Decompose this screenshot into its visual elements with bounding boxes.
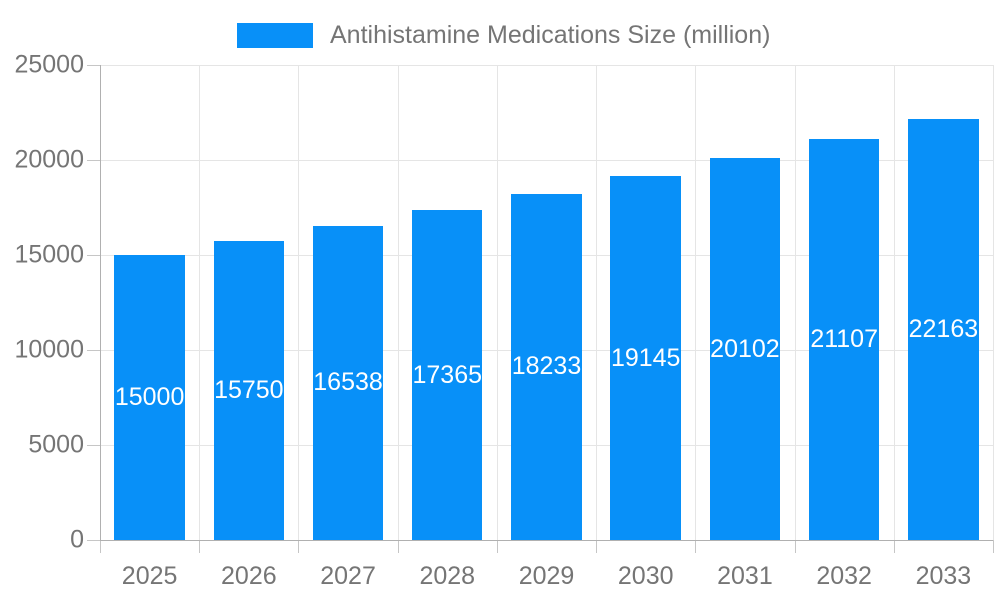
legend-swatch-icon (237, 23, 313, 48)
y-axis-label: 25000 (14, 50, 84, 79)
v-gridline (893, 65, 895, 540)
bar-value-label: 22163 (908, 314, 979, 343)
y-axis-tick (87, 160, 100, 161)
y-axis-tick (87, 65, 100, 66)
y-axis-tick (87, 540, 100, 541)
x-axis-label: 2026 (221, 562, 277, 590)
y-axis-label: 10000 (14, 335, 84, 364)
v-gridline (794, 65, 796, 540)
y-axis-tick (87, 350, 100, 351)
y-axis-label: 20000 (14, 145, 84, 174)
bar[interactable]: 15750 (213, 240, 285, 540)
v-gridline (298, 65, 300, 540)
y-axis-label: 0 (70, 525, 84, 554)
x-axis-tick (496, 540, 498, 553)
y-axis-label: 5000 (28, 430, 84, 459)
bar[interactable]: 16538 (312, 225, 384, 540)
x-axis-tick (199, 540, 201, 553)
x-axis-label: 2025 (121, 562, 178, 590)
bar-value-label: 17365 (412, 360, 483, 389)
bar[interactable]: 19145 (610, 176, 681, 540)
y-axis-label: 15000 (14, 240, 84, 269)
h-gridline (100, 160, 993, 161)
bar[interactable]: 17365 (412, 210, 483, 540)
bar[interactable]: 20102 (709, 158, 781, 540)
x-axis-line (100, 540, 993, 541)
v-gridline (993, 65, 994, 540)
h-gridline (100, 65, 993, 66)
x-axis-tick (794, 540, 796, 553)
bar[interactable]: 18233 (511, 193, 582, 540)
x-axis-label: 2033 (915, 562, 972, 590)
x-axis-tick (695, 540, 697, 553)
v-gridline (695, 65, 697, 540)
bar-value-label: 15000 (114, 383, 185, 411)
legend[interactable]: Antihistamine Medications Size (million) (237, 21, 770, 50)
x-axis-tick (100, 540, 101, 553)
x-axis-label: 2031 (717, 562, 773, 590)
bar[interactable]: 15000 (114, 255, 185, 540)
y-axis-tick (87, 445, 100, 446)
x-axis-tick (397, 540, 399, 553)
x-axis-label: 2028 (419, 562, 476, 590)
x-axis-tick (596, 540, 598, 553)
v-gridline (199, 65, 201, 540)
v-gridline (397, 65, 399, 540)
bar-value-label: 16538 (313, 368, 383, 397)
x-axis-tick (298, 540, 300, 553)
bar-value-label: 19145 (610, 343, 681, 372)
x-axis-label: 2027 (320, 562, 376, 590)
legend-label: Antihistamine Medications Size (million) (330, 21, 771, 49)
x-axis-tick (993, 540, 994, 553)
x-axis-label: 2029 (518, 562, 575, 590)
bar[interactable]: 22163 (908, 118, 979, 540)
bar[interactable]: 21107 (808, 138, 880, 540)
y-axis-line (100, 65, 101, 540)
x-axis-tick (893, 540, 895, 553)
x-axis-label: 2032 (816, 562, 872, 590)
bar-value-label: 21107 (810, 324, 878, 353)
bar-value-label: 20102 (710, 334, 780, 363)
x-axis-label: 2030 (617, 562, 674, 590)
v-gridline (496, 65, 498, 540)
bar-value-label: 18233 (511, 352, 582, 381)
v-gridline (596, 65, 598, 540)
bar-value-label: 15750 (214, 375, 284, 404)
y-axis-tick (87, 255, 100, 256)
